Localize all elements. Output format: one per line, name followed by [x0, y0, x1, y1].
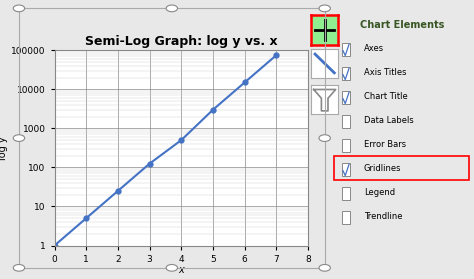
Text: Legend: Legend [364, 188, 395, 197]
Y-axis label: log y: log y [0, 136, 8, 160]
Text: Chart Elements: Chart Elements [359, 20, 444, 30]
Text: Data Labels: Data Labels [364, 116, 414, 125]
Bar [342, 211, 350, 224]
Bar [342, 187, 350, 200]
Bar [334, 156, 469, 180]
Text: Gridlines: Gridlines [364, 164, 401, 173]
Bar [342, 163, 350, 176]
Title: Semi-Log Graph: log y vs. x: Semi-Log Graph: log y vs. x [85, 35, 278, 48]
Bar [342, 42, 350, 56]
Bar [342, 91, 350, 104]
Text: Axes: Axes [364, 44, 384, 53]
Text: Chart Title: Chart Title [364, 92, 408, 101]
Bar [342, 66, 350, 80]
Bar [342, 115, 350, 128]
X-axis label: x: x [178, 265, 184, 275]
Text: Trendline: Trendline [364, 212, 402, 221]
Text: Error Bars: Error Bars [364, 140, 406, 149]
Bar [342, 139, 350, 152]
Text: Axis Titles: Axis Titles [364, 68, 406, 77]
